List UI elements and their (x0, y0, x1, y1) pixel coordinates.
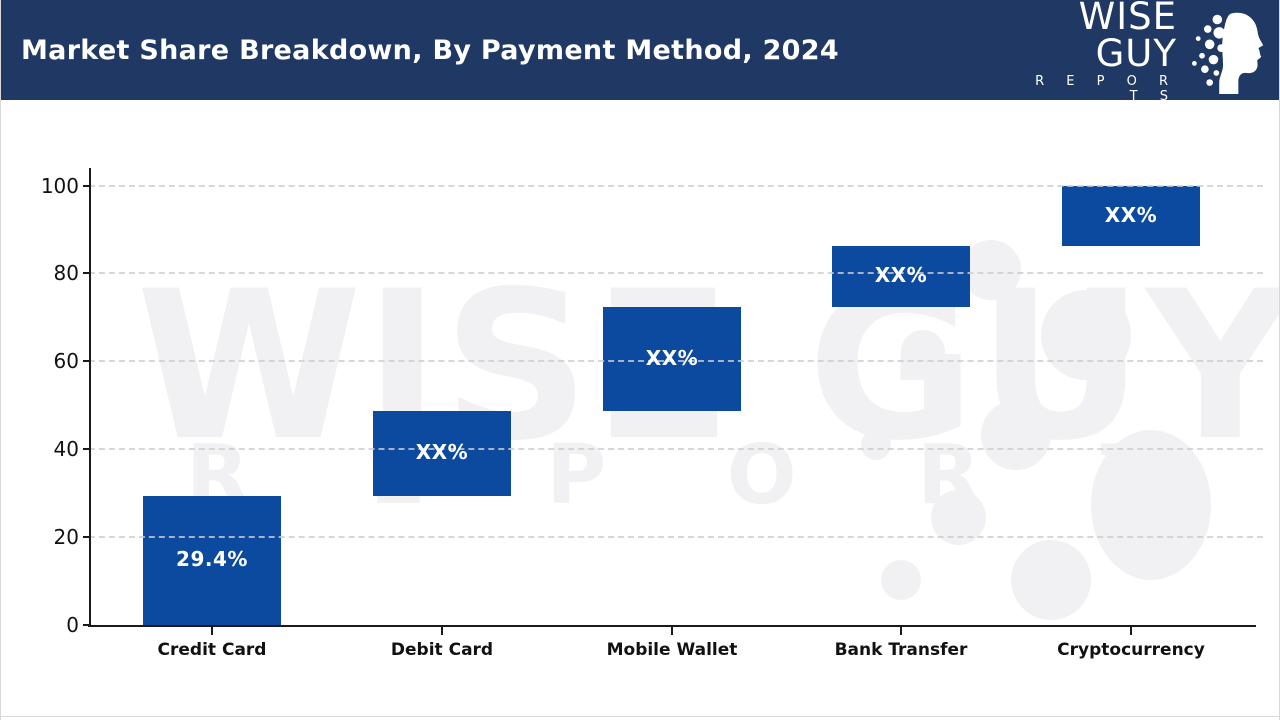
x-axis (88, 625, 1256, 627)
x-tick-mark (671, 627, 673, 635)
bar-value-label: XX% (645, 345, 699, 370)
x-tick-label-bank-transfer: Bank Transfer (834, 640, 968, 660)
y-tick-mark (83, 272, 89, 275)
wise-guy-logo: WISE GUY R E P O R T S (1017, 0, 1267, 104)
gridline-40 (89, 448, 1263, 451)
x-tick-mark (441, 627, 443, 635)
y-tick-label-20: 20 (53, 525, 79, 550)
bar-debit-card (373, 410, 511, 496)
watermark-dot (1011, 540, 1091, 620)
watermark-dot (881, 560, 921, 600)
bottom-border (1, 716, 1279, 717)
head-profile-icon (1191, 12, 1264, 94)
watermark-dot (931, 490, 986, 545)
logo-subtitle: R E P O R T S (1035, 74, 1177, 104)
watermark-dot (961, 240, 1021, 300)
x-tick-mark (1130, 627, 1132, 635)
watermark-dot (1091, 430, 1211, 580)
page-title: Market Share Breakdown, By Payment Metho… (21, 34, 839, 66)
x-tick-label-mobile-wallet: Mobile Wallet (606, 640, 738, 660)
y-tick-mark (83, 448, 89, 451)
bar-value-label: XX% (1104, 202, 1158, 227)
y-tick-mark (83, 624, 89, 626)
watermark-dot (1041, 290, 1131, 380)
x-tick-label-debit-card: Debit Card (390, 640, 494, 660)
bar-credit-card (143, 495, 281, 625)
y-tick-label-80: 80 (53, 261, 79, 286)
gridline-20 (89, 536, 1263, 539)
gridline-100 (89, 184, 1263, 187)
x-tick-mark (900, 627, 902, 635)
y-tick-label-40: 40 (53, 437, 79, 462)
bar-cryptocurrency (1062, 185, 1200, 247)
y-tick-mark (83, 360, 89, 363)
x-tick-mark (211, 627, 213, 635)
y-axis (89, 168, 91, 627)
logo-wordmark: WISE GUY (1078, 0, 1177, 75)
x-tick-label-credit-card: Credit Card (157, 640, 267, 660)
bar-value-label: 29.4% (176, 547, 248, 572)
bar-bank-transfer (832, 246, 970, 307)
logo-text: WISE GUY R E P O R T S (1017, 0, 1177, 104)
gridline-60 (89, 360, 1263, 363)
y-tick-mark (83, 536, 89, 539)
bar-mobile-wallet (603, 306, 741, 411)
y-tick-label-0: 0 (66, 613, 79, 637)
y-tick-label-100: 100 (40, 173, 79, 198)
bar-value-label: XX% (874, 263, 928, 288)
watermark-dot (861, 430, 891, 460)
y-tick-mark (83, 184, 89, 187)
bar-value-label: XX% (415, 440, 469, 465)
watermark-dot (981, 400, 1051, 470)
plot-area: 29.4% XX% XX% XX% XX% 0 20 40 60 80 100 Credit Card… (1, 100, 1279, 720)
gridline-80 (89, 272, 1263, 275)
x-tick-label-cryptocurrency: Cryptocurrency (1057, 640, 1205, 660)
header-bar: Market Share Breakdown, By Payment Metho… (1, 0, 1279, 104)
watermark-dot (901, 330, 945, 374)
y-tick-label-60: 60 (53, 349, 79, 374)
